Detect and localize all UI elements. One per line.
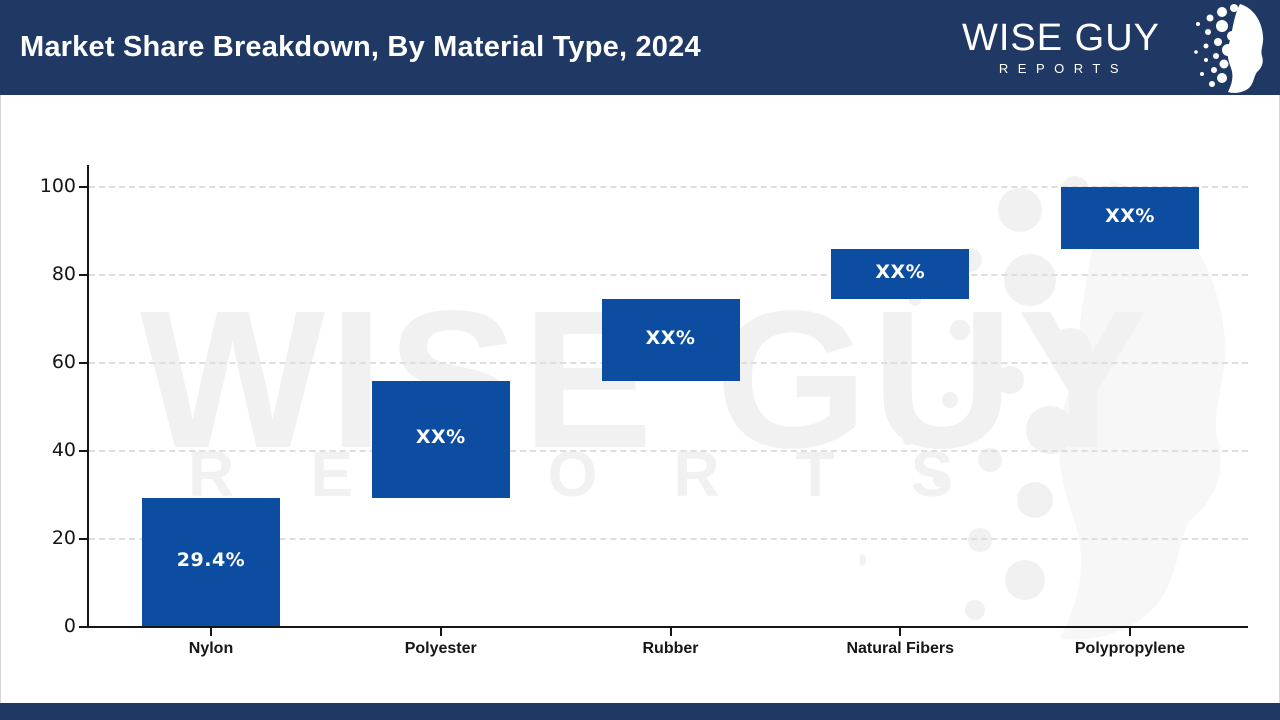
x-tick <box>210 628 212 636</box>
x-tick-label-polyester: Polyester <box>404 640 477 657</box>
footer-bar <box>0 703 1280 720</box>
y-tick-label: 100 <box>39 175 76 197</box>
x-tick <box>899 628 902 636</box>
x-tick-label-nylon: Nylon <box>188 640 234 657</box>
page-title: Market Share Breakdown, By Material Type… <box>20 31 701 63</box>
x-tick <box>669 628 672 636</box>
gridline-y100 <box>89 186 1248 188</box>
y-tick <box>79 626 87 628</box>
bar-nylon <box>142 497 280 627</box>
x-tick <box>1129 628 1131 636</box>
bar-natural-fibers <box>831 248 970 300</box>
wiseguy-logo: WISE GUY REPORTS <box>962 2 1266 94</box>
bar-value-label: 29.4% <box>176 549 246 572</box>
gridline-y40 <box>89 450 1248 452</box>
y-tick <box>79 186 87 188</box>
y-tick <box>79 450 87 452</box>
header-bar: Market Share Breakdown, By Material Type… <box>0 0 1280 95</box>
watermark-head-icon <box>860 176 1226 640</box>
y-tick-label: 80 <box>51 263 76 285</box>
y-tick <box>79 274 87 276</box>
y-tick-label: 20 <box>51 527 76 549</box>
x-tick-label-rubber: Rubber <box>642 640 699 657</box>
bar-polypropylene <box>1061 187 1199 249</box>
x-tick <box>439 628 442 636</box>
gridline-y20 <box>89 538 1248 540</box>
bar-value-label: XX% <box>645 326 696 349</box>
bar-rubber <box>601 299 740 381</box>
gridline-y80 <box>89 274 1248 276</box>
y-tick-label: 60 <box>51 351 76 373</box>
bar-value-label: XX% <box>415 426 466 449</box>
wiseguy-logo-secondary: REPORTS <box>998 61 1129 76</box>
watermark-text-secondary: REPORTS <box>188 438 1030 510</box>
bar-polyester <box>371 380 510 498</box>
y-tick <box>79 362 87 364</box>
wiseguy-logo-text: WISE GUY REPORTS <box>962 19 1160 76</box>
wiseguy-head-icon <box>1194 3 1264 93</box>
x-tick-label-polypropylene: Polypropylene <box>1074 640 1186 657</box>
bar-value-label: XX% <box>875 260 926 283</box>
x-axis-spine <box>84 626 1248 628</box>
y-axis-spine <box>87 165 89 628</box>
bar-value-label: XX% <box>1105 204 1155 227</box>
x-tick-label-natural-fibers: Natural Fibers <box>846 640 955 657</box>
wiseguy-logo-primary: WISE GUY <box>961 17 1160 59</box>
y-tick-label: 40 <box>51 439 76 461</box>
y-tick-label: 0 <box>63 615 76 637</box>
y-tick <box>79 538 87 540</box>
